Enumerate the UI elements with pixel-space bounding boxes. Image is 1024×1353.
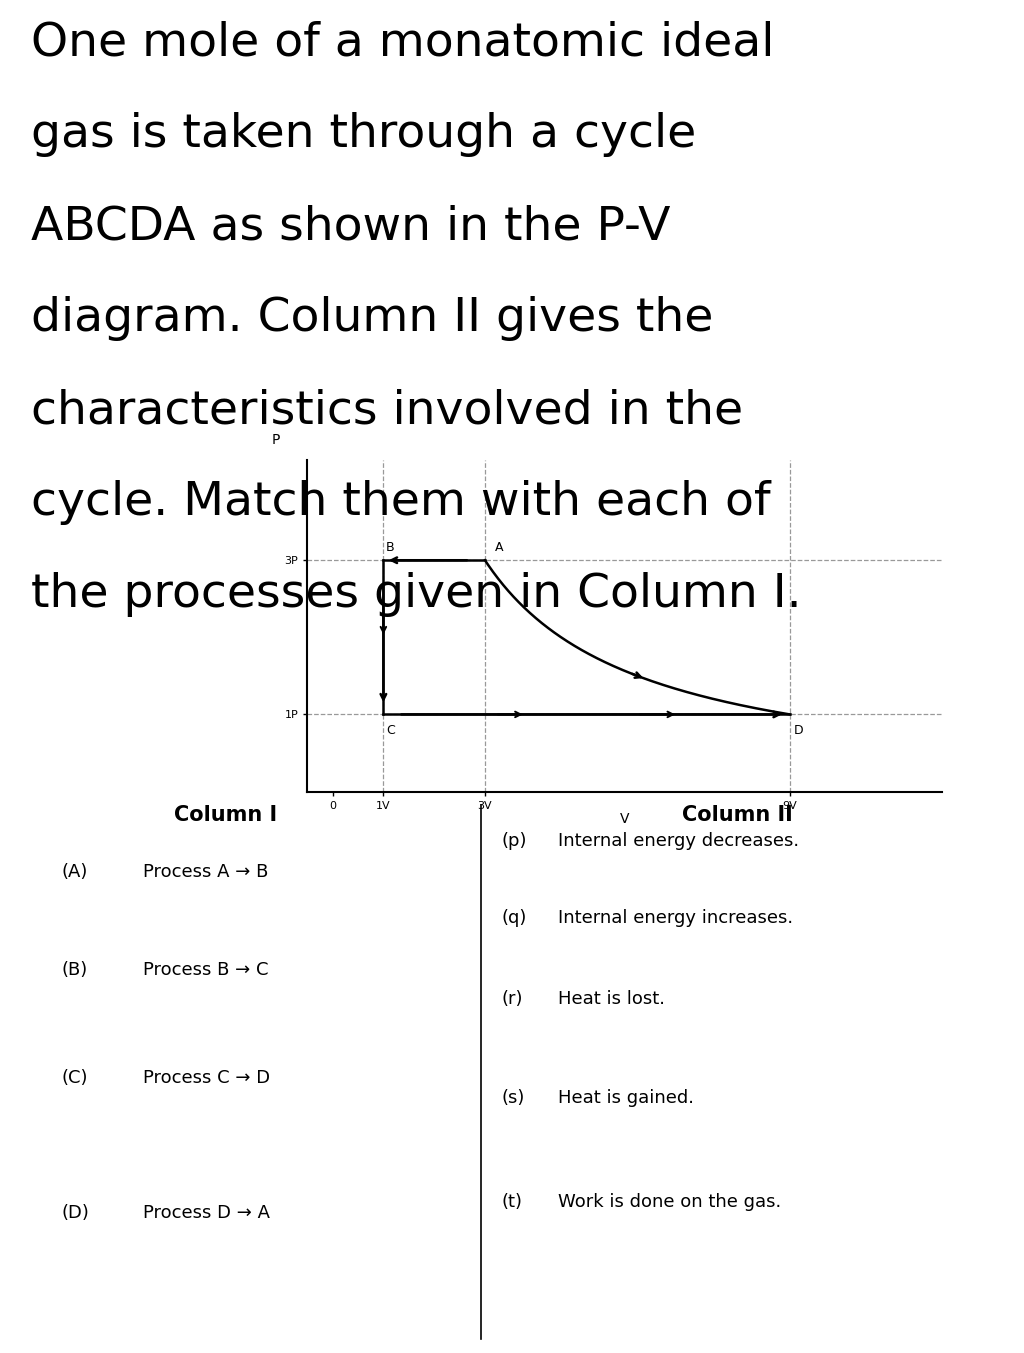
Text: Internal energy decreases.: Internal energy decreases. bbox=[558, 832, 799, 850]
Text: Heat is gained.: Heat is gained. bbox=[558, 1089, 694, 1107]
Text: Column I: Column I bbox=[174, 805, 276, 825]
Text: Process B → C: Process B → C bbox=[143, 961, 269, 978]
Text: (p): (p) bbox=[502, 832, 527, 850]
Y-axis label: P: P bbox=[271, 433, 280, 446]
X-axis label: V: V bbox=[620, 812, 630, 825]
Text: Process C → D: Process C → D bbox=[143, 1069, 270, 1086]
Text: C: C bbox=[386, 724, 394, 736]
Text: Process D → A: Process D → A bbox=[143, 1204, 270, 1222]
Text: (t): (t) bbox=[502, 1193, 523, 1211]
Text: (D): (D) bbox=[61, 1204, 89, 1222]
Text: (q): (q) bbox=[502, 909, 527, 927]
Text: A: A bbox=[496, 541, 504, 555]
Text: the processes given in Column I.: the processes given in Column I. bbox=[31, 572, 802, 617]
Text: Column II: Column II bbox=[682, 805, 793, 825]
Text: (s): (s) bbox=[502, 1089, 525, 1107]
Text: Heat is lost.: Heat is lost. bbox=[558, 990, 665, 1008]
Text: Internal energy increases.: Internal energy increases. bbox=[558, 909, 794, 927]
Text: D: D bbox=[794, 724, 804, 736]
Text: characteristics involved in the: characteristics involved in the bbox=[31, 388, 742, 433]
Text: Work is done on the gas.: Work is done on the gas. bbox=[558, 1193, 781, 1211]
Text: (A): (A) bbox=[61, 863, 88, 881]
Text: (B): (B) bbox=[61, 961, 88, 978]
Text: One mole of a monatomic ideal: One mole of a monatomic ideal bbox=[31, 20, 774, 65]
Text: cycle. Match them with each of: cycle. Match them with each of bbox=[31, 480, 770, 525]
Text: B: B bbox=[386, 541, 394, 555]
Text: ABCDA as shown in the P-V: ABCDA as shown in the P-V bbox=[31, 204, 671, 249]
Text: (C): (C) bbox=[61, 1069, 88, 1086]
Text: (r): (r) bbox=[502, 990, 523, 1008]
Text: Process A → B: Process A → B bbox=[143, 863, 268, 881]
Text: diagram. Column II gives the: diagram. Column II gives the bbox=[31, 296, 713, 341]
Text: gas is taken through a cycle: gas is taken through a cycle bbox=[31, 112, 696, 157]
